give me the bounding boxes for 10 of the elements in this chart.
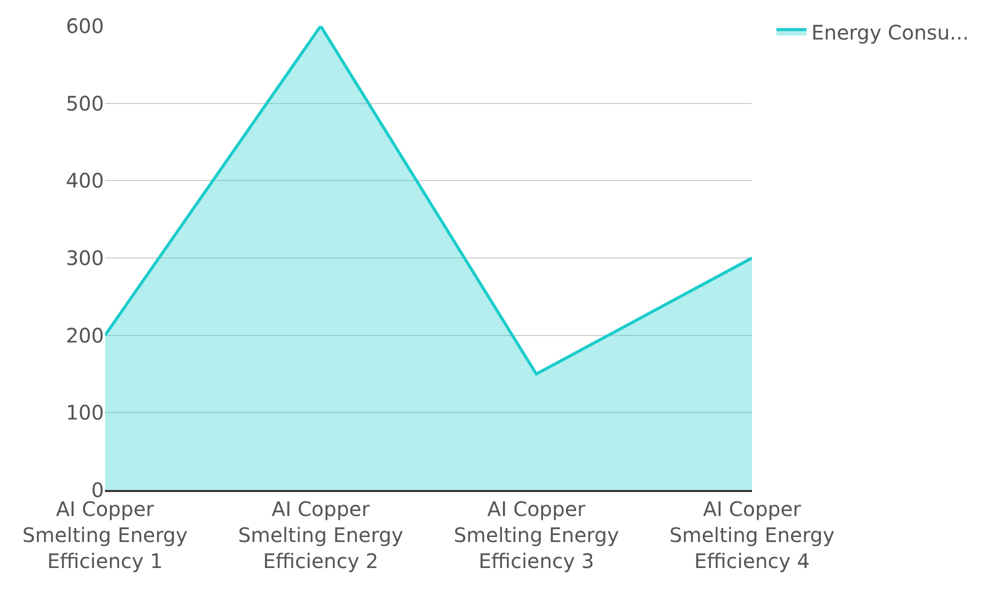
y-tick-label: 500 [66,91,104,116]
x-tick-label: AI Copper Smelting Energy Efficiency 3 [454,496,620,573]
y-tick-label: 200 [66,323,104,348]
legend-label: Energy Consu... [811,20,969,44]
y-tick-label: 600 [66,14,104,38]
x-tick-label: AI Copper Smelting Energy Efficiency 4 [669,496,835,573]
y-tick-label: 300 [66,246,104,270]
y-tick-label: 400 [66,168,104,193]
x-tick-label: AI Copper Smelting Energy Efficiency 2 [238,496,404,573]
y-tick-label: 100 [66,400,104,425]
